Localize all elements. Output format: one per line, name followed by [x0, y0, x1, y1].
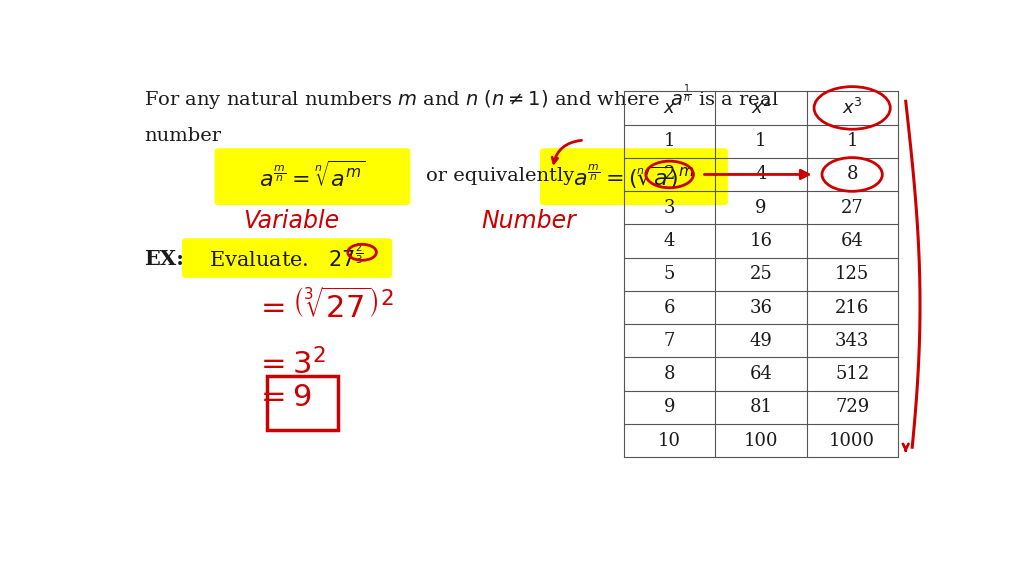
Text: 64: 64: [750, 365, 772, 383]
Text: 100: 100: [743, 431, 778, 450]
Text: 9: 9: [755, 199, 767, 217]
Text: 7: 7: [664, 332, 675, 350]
Text: $x^3$: $x^3$: [842, 98, 862, 118]
FancyBboxPatch shape: [267, 376, 338, 430]
Text: 1000: 1000: [829, 431, 876, 450]
Text: 4: 4: [756, 165, 767, 184]
Text: 3: 3: [664, 199, 676, 217]
Text: Variable: Variable: [243, 209, 339, 233]
Text: 81: 81: [750, 399, 772, 416]
Text: 4: 4: [664, 232, 675, 250]
Text: 1: 1: [664, 132, 676, 150]
Text: 49: 49: [750, 332, 772, 350]
Text: 2: 2: [664, 165, 675, 184]
Text: 343: 343: [835, 332, 869, 350]
FancyBboxPatch shape: [215, 149, 410, 204]
Text: or equivalently: or equivalently: [426, 168, 573, 185]
Text: 16: 16: [750, 232, 772, 250]
Text: $x$: $x$: [663, 99, 676, 117]
Text: 9: 9: [664, 399, 676, 416]
FancyBboxPatch shape: [541, 149, 727, 204]
Text: 36: 36: [750, 298, 772, 317]
Text: Number: Number: [481, 209, 577, 233]
Text: Evaluate.   $27^{\frac{2}{3}}$: Evaluate. $27^{\frac{2}{3}}$: [210, 244, 364, 271]
Text: 5: 5: [664, 266, 675, 283]
Text: 1: 1: [755, 132, 767, 150]
Text: number: number: [143, 127, 221, 145]
Text: 64: 64: [841, 232, 863, 250]
Text: 27: 27: [841, 199, 863, 217]
Text: $= 3^2$: $= 3^2$: [255, 348, 326, 381]
Text: $x^2$: $x^2$: [751, 98, 771, 118]
FancyBboxPatch shape: [182, 239, 391, 277]
Text: 25: 25: [750, 266, 772, 283]
Text: $= \left(\sqrt[3]{27}\right)^2$: $= \left(\sqrt[3]{27}\right)^2$: [255, 289, 393, 325]
Text: 125: 125: [835, 266, 869, 283]
Text: $a^{\frac{m}{n}} = (\sqrt[n]{a})^m$: $a^{\frac{m}{n}} = (\sqrt[n]{a})^m$: [572, 162, 694, 191]
Text: $a^{\frac{m}{n}} = \sqrt[n]{a^m}$: $a^{\frac{m}{n}} = \sqrt[n]{a^m}$: [259, 161, 366, 192]
Text: 729: 729: [835, 399, 869, 416]
Text: 512: 512: [835, 365, 869, 383]
Text: For any natural numbers $m$ and $n$ $(n \neq 1)$ and where  $a^{\frac{1}{n}}$ is: For any natural numbers $m$ and $n$ $(n …: [143, 82, 778, 113]
Text: 8: 8: [847, 165, 858, 184]
Text: 8: 8: [664, 365, 676, 383]
Text: 1: 1: [847, 132, 858, 150]
Text: 6: 6: [664, 298, 676, 317]
Text: 216: 216: [835, 298, 869, 317]
Text: 10: 10: [658, 431, 681, 450]
Text: EX:: EX:: [143, 249, 183, 269]
Text: $= 9$: $= 9$: [255, 382, 311, 413]
